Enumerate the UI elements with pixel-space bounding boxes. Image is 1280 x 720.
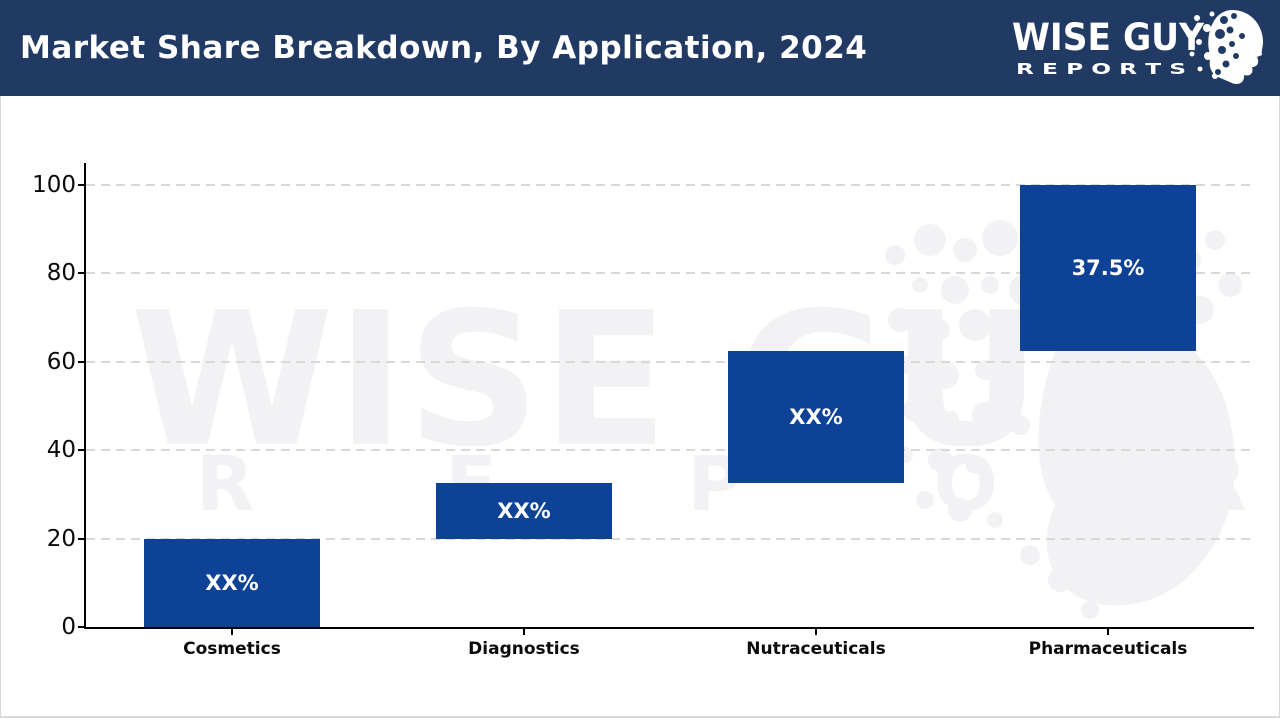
y-tick-label: 40 (46, 437, 76, 464)
bar: XX% (728, 350, 904, 484)
y-tick-mark (78, 449, 86, 452)
category-label: Nutraceuticals (746, 639, 886, 659)
gridline (86, 184, 1254, 187)
x-tick-mark (231, 627, 233, 635)
y-tick-label: 100 (32, 172, 76, 199)
wiseguy-logo: WISE GUY R E P O R T S (1012, 10, 1264, 85)
y-tick-mark (78, 360, 86, 363)
bar: XX% (436, 483, 612, 539)
logo-subtext: R E P O R T S (1016, 60, 1186, 78)
bar-value-label: XX% (205, 570, 259, 595)
x-axis-spine (84, 627, 1254, 629)
bar: 37.5% (1020, 185, 1196, 351)
gridline (86, 272, 1254, 275)
y-axis-spine (84, 163, 86, 629)
gridline (86, 360, 1254, 363)
bar-value-label: XX% (789, 405, 843, 430)
bar-value-label: 37.5% (1071, 255, 1145, 280)
category-label: Pharmaceuticals (1028, 639, 1188, 659)
bar: XX% (144, 538, 320, 627)
y-tick-mark (78, 626, 86, 628)
y-tick-mark (78, 272, 86, 275)
bar-value-label: XX% (497, 498, 551, 523)
category-label: Diagnostics (468, 639, 580, 659)
header: Market Share Breakdown, By Application, … (0, 0, 1280, 96)
category-label: Cosmetics (183, 639, 281, 659)
bottom-border-line (0, 716, 1280, 718)
y-tick-label: 80 (46, 260, 76, 287)
logo-head-icon (1188, 10, 1264, 85)
gridline (86, 537, 1254, 540)
x-tick-mark (815, 627, 817, 635)
left-border-line (0, 96, 1, 718)
watermark-text: WISE GUY (130, 272, 1179, 488)
gridline (86, 449, 1254, 452)
chart-title: Market Share Breakdown, By Application, … (20, 30, 868, 66)
y-tick-label: 60 (46, 348, 76, 375)
y-tick-mark (78, 537, 86, 540)
y-tick-mark (78, 184, 86, 187)
y-tick-label: 20 (46, 525, 76, 552)
x-tick-mark (523, 627, 525, 635)
x-tick-mark (1107, 627, 1109, 635)
logo-wordmark: WISE GUY (1012, 16, 1205, 59)
y-tick-label: 0 (61, 614, 76, 640)
